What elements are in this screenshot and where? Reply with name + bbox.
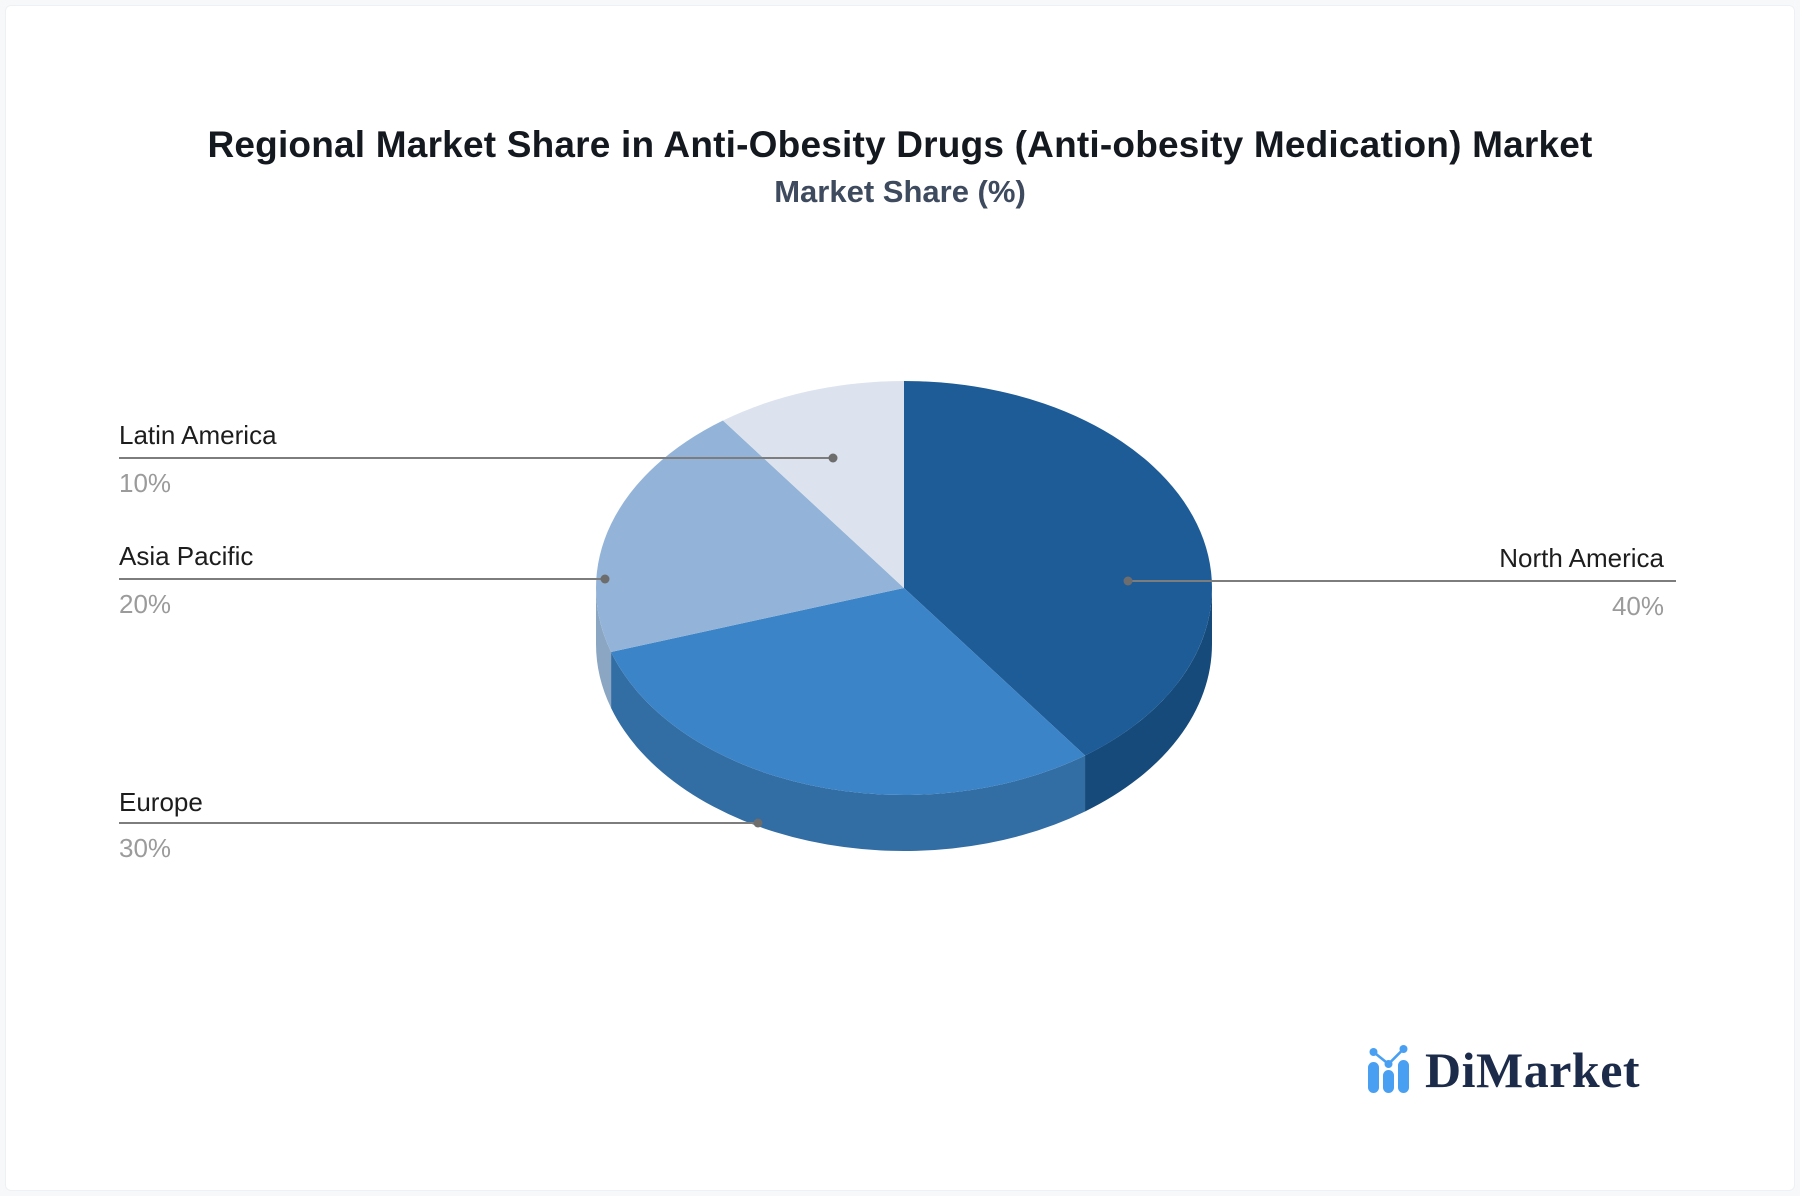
callout-europe-percent: 30% xyxy=(119,833,172,863)
pie-slice-side-north-america xyxy=(1085,588,1212,812)
pie-slice-europe[interactable] xyxy=(611,588,1086,795)
callout-asia-pacific-label: Asia Pacific xyxy=(119,541,254,571)
brand-logo: DiMarket xyxy=(1366,1044,1640,1096)
chart-subtitle: Market Share (%) xyxy=(774,174,1026,209)
chart-canvas: Regional Market Share in Anti-Obesity Dr… xyxy=(5,5,1795,1191)
callout-latin-america-percent: 10% xyxy=(119,468,172,498)
brand-name: DiMarket xyxy=(1425,1042,1641,1098)
callout-latin-america-label: Latin America xyxy=(119,420,277,450)
bar-line-chart-icon xyxy=(1368,1045,1409,1093)
pie-slice-asia-pacific[interactable] xyxy=(596,420,904,652)
leader-dot-asia-pacific xyxy=(600,574,610,584)
leader-dot-north-america xyxy=(1123,576,1133,586)
leader-dot-europe xyxy=(753,818,763,828)
callout-north-america-label: North America xyxy=(1499,543,1664,573)
leader-dot-latin-america xyxy=(828,453,838,463)
callout-north-america-percent: 40% xyxy=(1611,591,1664,621)
chart-title: Regional Market Share in Anti-Obesity Dr… xyxy=(207,124,1593,165)
pie-slice-north-america[interactable] xyxy=(904,381,1212,756)
pie-chart xyxy=(119,381,1676,851)
pie-slice-latin-america[interactable] xyxy=(722,381,904,588)
pie-slice-side-asia-pacific xyxy=(596,588,612,708)
callout-asia-pacific-percent: 20% xyxy=(119,589,172,619)
callout-europe-label: Europe xyxy=(119,787,203,817)
pie-slice-side-europe xyxy=(611,651,1086,851)
